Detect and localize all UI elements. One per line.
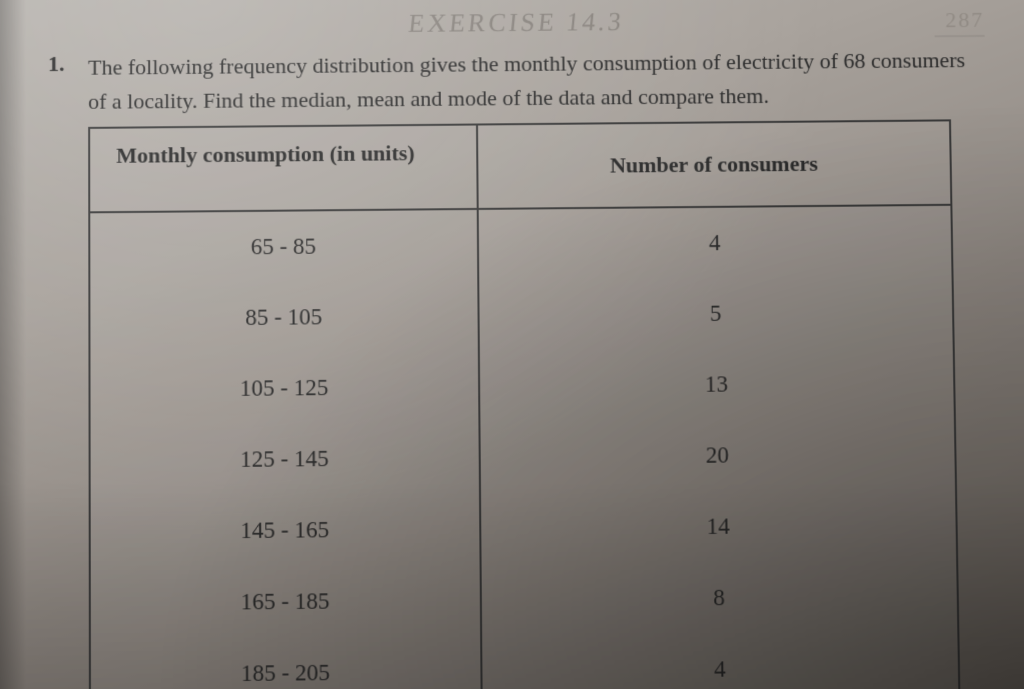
table-row: 105 - 125 13: [89, 347, 954, 425]
page-number: 287: [934, 7, 985, 37]
range-cell: 165 - 185: [90, 565, 481, 640]
page-left-shadow: [0, 0, 26, 689]
range-cell: 185 - 205: [90, 636, 481, 689]
frequency-table: Monthly consumption (in units) Number of…: [88, 120, 961, 689]
question-text: The following frequency distribution giv…: [88, 43, 986, 119]
page: EXERCISE 14.3 287 1. The following frequ…: [0, 0, 1024, 689]
count-cell: 20: [479, 418, 956, 493]
exercise-title: EXERCISE 14.3: [96, 4, 935, 41]
range-cell: 85 - 105: [89, 281, 478, 355]
header-row: EXERCISE 14.3 287: [48, 4, 985, 45]
range-cell: 125 - 145: [90, 422, 480, 497]
table-row: 145 - 165 14: [90, 489, 958, 568]
count-cell: 14: [480, 489, 958, 564]
table-row: 185 - 205 4: [90, 632, 960, 689]
table-header-row: Monthly consumption (in units) Number of…: [89, 121, 951, 213]
table-row: 85 - 105 5: [89, 277, 953, 355]
range-cell: 65 - 85: [89, 209, 478, 284]
range-cell: 105 - 125: [89, 351, 479, 425]
table-row: 165 - 185 8: [90, 560, 959, 639]
range-cell: 145 - 165: [90, 493, 481, 568]
question-block: 1. The following frequency distribution …: [48, 43, 986, 120]
count-cell: 4: [481, 632, 960, 689]
count-cell: 4: [477, 205, 952, 281]
table-header-right: Number of consumers: [477, 121, 952, 210]
count-cell: 13: [478, 347, 955, 422]
table-row: 125 - 145 20: [90, 418, 957, 497]
question-number: 1.: [48, 51, 74, 120]
table-header-left: Monthly consumption (in units): [89, 125, 477, 213]
table-row: 65 - 85 4: [89, 205, 952, 284]
count-cell: 8: [480, 560, 958, 636]
count-cell: 5: [478, 277, 954, 352]
